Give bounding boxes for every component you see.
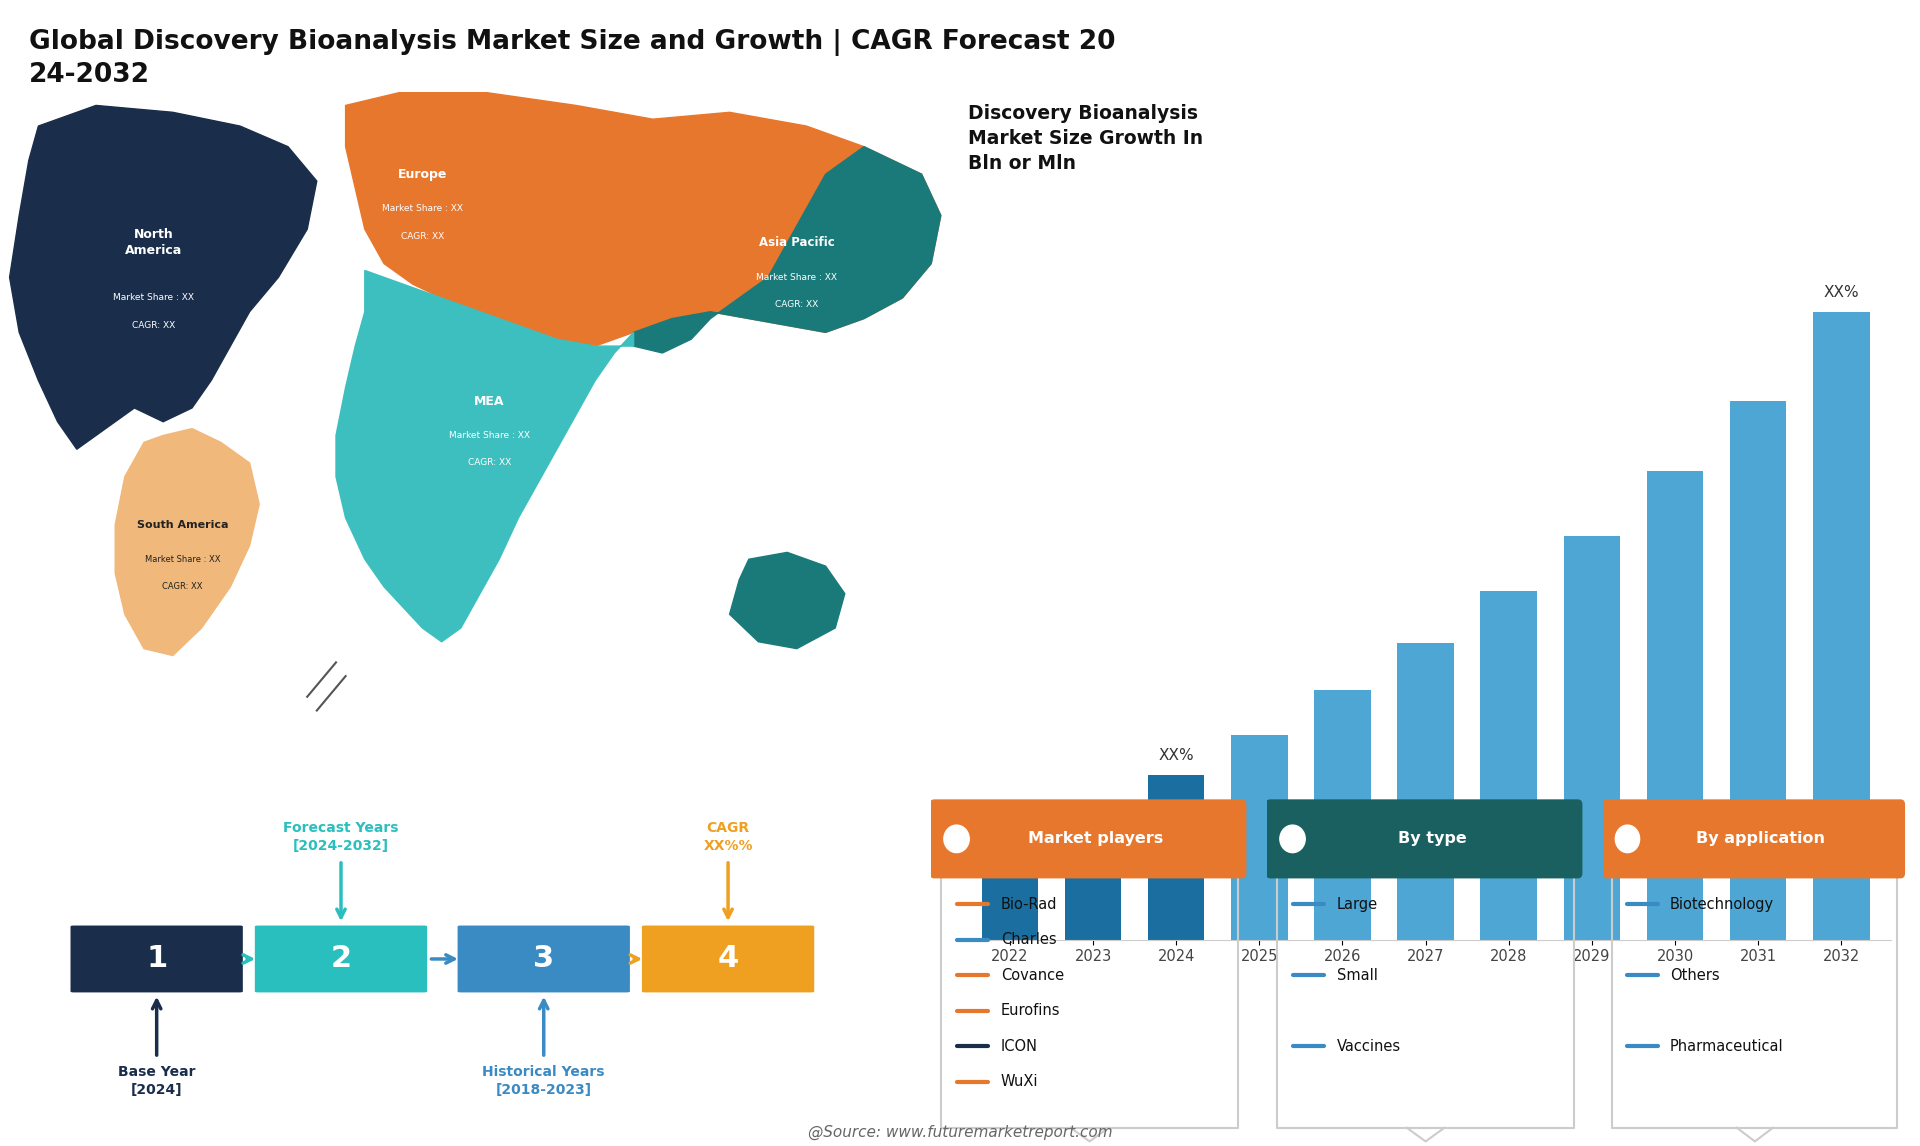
Text: Europe: Europe (397, 167, 447, 181)
Text: 1: 1 (146, 944, 167, 973)
Polygon shape (730, 552, 845, 649)
Circle shape (945, 825, 970, 853)
Text: Charles: Charles (1000, 932, 1056, 948)
Text: Market Share : XX: Market Share : XX (113, 293, 194, 303)
Text: CAGR: XX: CAGR: XX (132, 321, 175, 330)
Text: Covance: Covance (1000, 967, 1064, 983)
Text: Asia Pacific: Asia Pacific (758, 236, 835, 250)
Bar (1480, 590, 1538, 940)
Text: Biotechnology: Biotechnology (1670, 896, 1774, 912)
FancyBboxPatch shape (457, 924, 632, 994)
Bar (1313, 690, 1371, 940)
Text: Small: Small (1336, 967, 1379, 983)
Text: CAGR: XX: CAGR: XX (161, 582, 204, 591)
Text: MEA: MEA (474, 394, 505, 408)
Polygon shape (634, 147, 941, 353)
Text: Market Share : XX: Market Share : XX (144, 555, 221, 564)
Text: By application: By application (1697, 831, 1826, 847)
FancyBboxPatch shape (1265, 800, 1582, 878)
Circle shape (1615, 825, 1640, 853)
Bar (1148, 775, 1204, 940)
Bar (1647, 471, 1703, 940)
Text: Market Share : XX: Market Share : XX (756, 273, 837, 282)
Text: Pharmaceutical: Pharmaceutical (1670, 1038, 1784, 1054)
Polygon shape (115, 429, 259, 656)
Text: Historical Years
[2018-2023]: Historical Years [2018-2023] (482, 1066, 605, 1097)
Text: Market Share : XX: Market Share : XX (382, 204, 463, 213)
Text: 2: 2 (330, 944, 351, 973)
Text: Base Year
[2024]: Base Year [2024] (117, 1066, 196, 1097)
Text: 4: 4 (718, 944, 739, 973)
Text: South America: South America (136, 520, 228, 529)
Bar (1730, 401, 1786, 940)
Text: Bio-Rad: Bio-Rad (1000, 896, 1058, 912)
Text: Eurofins: Eurofins (1000, 1003, 1060, 1019)
FancyBboxPatch shape (253, 924, 428, 994)
Text: Market Share : XX: Market Share : XX (449, 431, 530, 440)
Text: ICON: ICON (1000, 1038, 1039, 1054)
Bar (1812, 312, 1870, 940)
FancyBboxPatch shape (929, 800, 1246, 878)
Text: WuXi: WuXi (1000, 1074, 1039, 1090)
Text: CAGR: XX: CAGR: XX (776, 300, 818, 309)
Text: Others: Others (1670, 967, 1720, 983)
Text: CAGR: XX: CAGR: XX (401, 231, 444, 241)
Text: 3: 3 (534, 944, 555, 973)
Polygon shape (10, 105, 317, 449)
Text: By type: By type (1398, 831, 1467, 847)
Bar (1563, 536, 1620, 940)
Text: North
America: North America (125, 228, 182, 258)
Polygon shape (346, 92, 941, 346)
Text: Global Discovery Bioanalysis Market Size and Growth | CAGR Forecast 20
24-2032: Global Discovery Bioanalysis Market Size… (29, 29, 1116, 87)
Text: CAGR
XX%%: CAGR XX%% (703, 822, 753, 853)
Circle shape (1281, 825, 1306, 853)
FancyBboxPatch shape (1601, 800, 1905, 878)
Text: XX%: XX% (1158, 748, 1194, 763)
Text: Market players: Market players (1029, 831, 1164, 847)
Bar (1231, 736, 1288, 940)
Bar (1066, 810, 1121, 940)
Polygon shape (336, 270, 634, 642)
Text: Large: Large (1336, 896, 1379, 912)
Bar (981, 840, 1039, 940)
Text: @Source: www.futuremarketreport.com: @Source: www.futuremarketreport.com (808, 1125, 1112, 1140)
Text: XX%: XX% (1824, 284, 1859, 299)
Text: Vaccines: Vaccines (1336, 1038, 1402, 1054)
Text: Discovery Bioanalysis
Market Size Growth In
Bln or Mln: Discovery Bioanalysis Market Size Growth… (968, 104, 1204, 173)
Text: Forecast Years
[2024-2032]: Forecast Years [2024-2032] (284, 822, 399, 853)
FancyBboxPatch shape (641, 924, 816, 994)
FancyBboxPatch shape (69, 924, 244, 994)
Bar (1398, 643, 1453, 940)
Text: CAGR: XX: CAGR: XX (468, 458, 511, 468)
